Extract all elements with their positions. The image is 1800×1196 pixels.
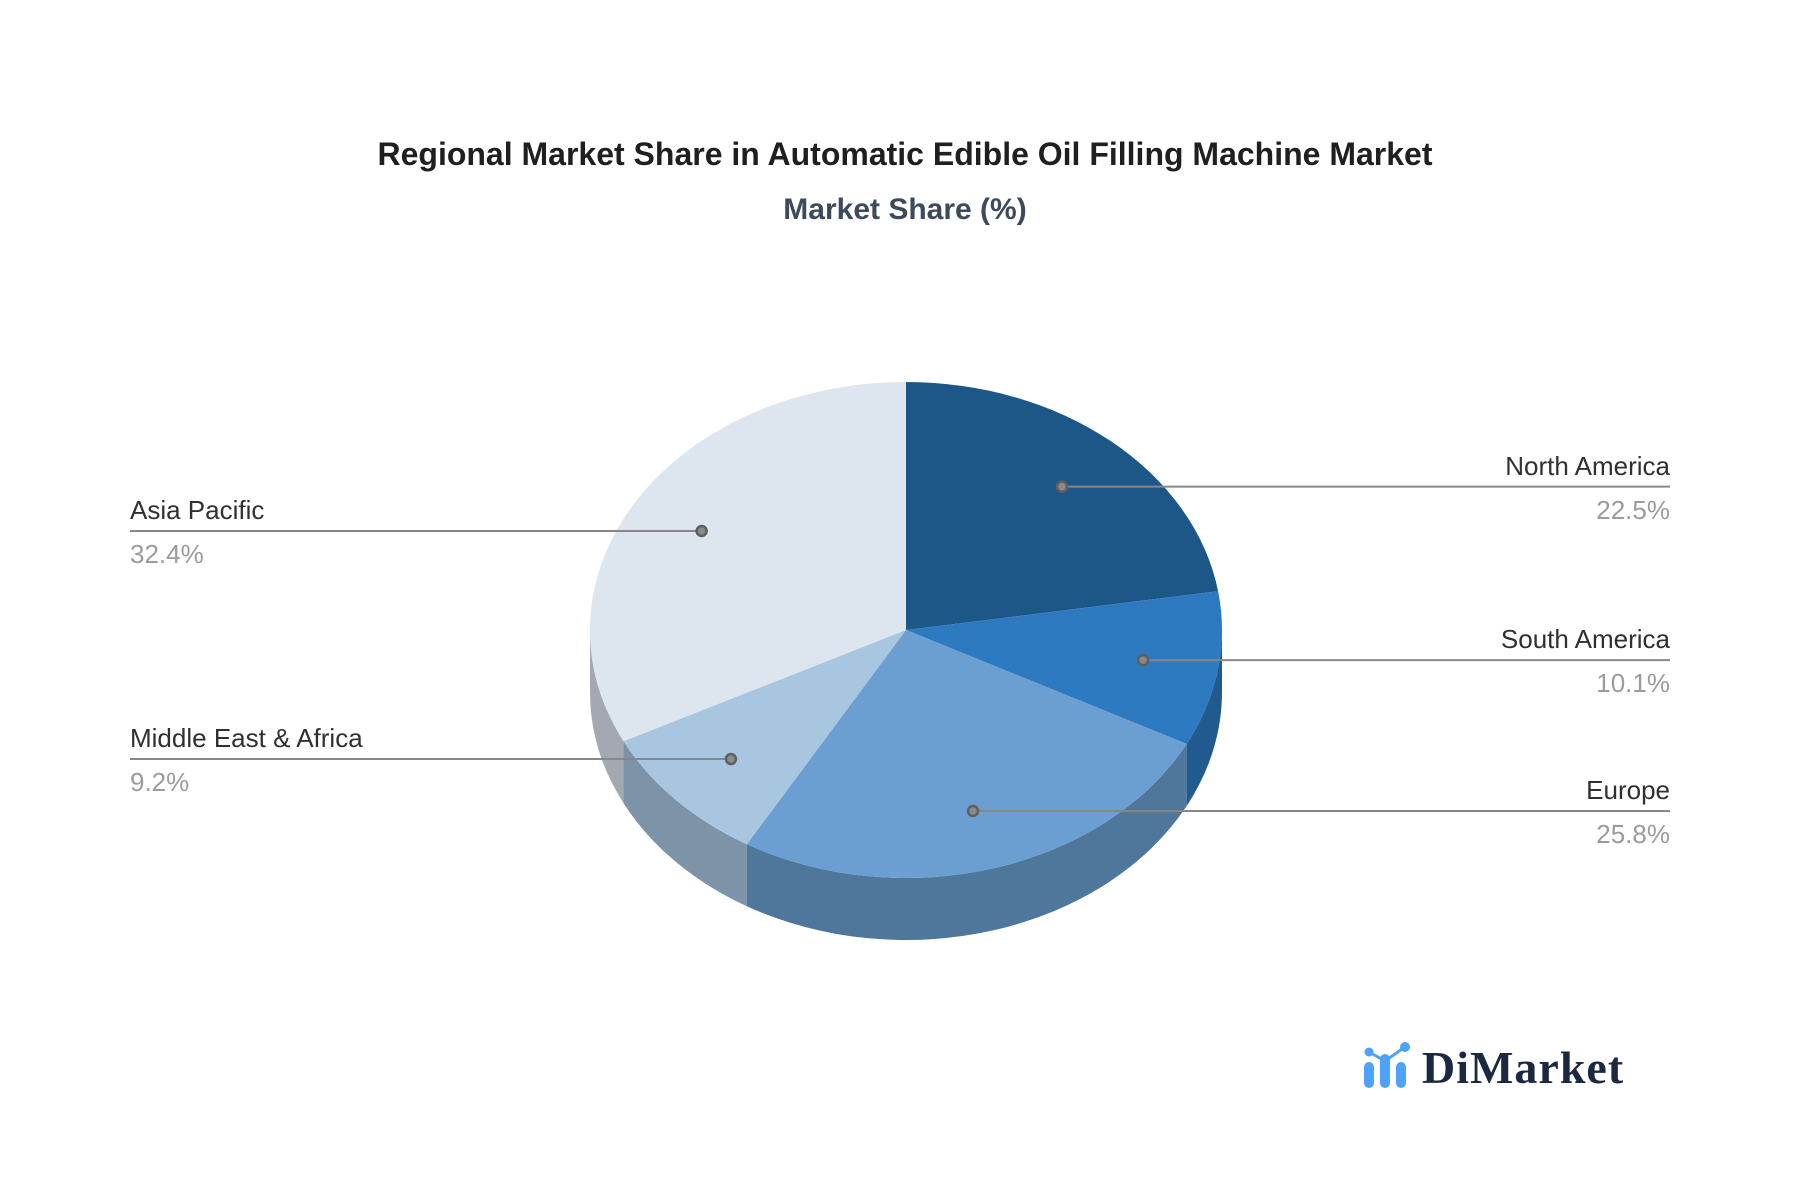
leader-dot-middle-east-africa [724, 752, 738, 766]
brand-logo-text: DiMarket [1422, 1041, 1625, 1093]
pie-slice-europe [746, 630, 1187, 878]
pie-slice-side-south-america [1186, 630, 1222, 806]
bar-chart-icon [1360, 1040, 1412, 1090]
slice-label-north-america: North America [1505, 451, 1670, 482]
slice-value-asia-pacific: 32.4% [130, 539, 204, 569]
leader-dot-north-america [1055, 480, 1069, 493]
brand-logo: DiMarket [1360, 1040, 1624, 1090]
slice-label-asia-pacific: Asia Pacific [130, 495, 265, 526]
slice-value-north-america: 22.5% [1596, 494, 1670, 525]
leader-dot-south-america [1136, 653, 1150, 667]
slice-value-europe: 25.8% [1596, 818, 1670, 849]
pie-slice-middle-east-africa [623, 630, 906, 845]
leader-dot-europe [966, 804, 980, 818]
pie-slice-asia-pacific [589, 382, 906, 742]
slice-label-middle-east-africa: Middle East & Africa [130, 723, 363, 754]
slice-value-middle-east-africa: 9.2% [130, 767, 190, 798]
slice-label-europe: Europe [1586, 775, 1670, 806]
slice-value-south-america: 10.1% [1596, 668, 1670, 699]
pie-slice-north-america [906, 382, 1219, 630]
slice-label-south-america: South America [1500, 624, 1670, 655]
pie-slice-side-europe [746, 743, 1187, 941]
chart-subtitle: Market Share (%) [783, 193, 1027, 226]
pie-slice-side-middle-east-africa [623, 741, 747, 907]
leader-dot-asia-pacific [695, 524, 708, 538]
chart-title: Regional Market Share in Automatic Edibl… [377, 136, 1433, 172]
pie-slice-south-america [906, 591, 1222, 744]
